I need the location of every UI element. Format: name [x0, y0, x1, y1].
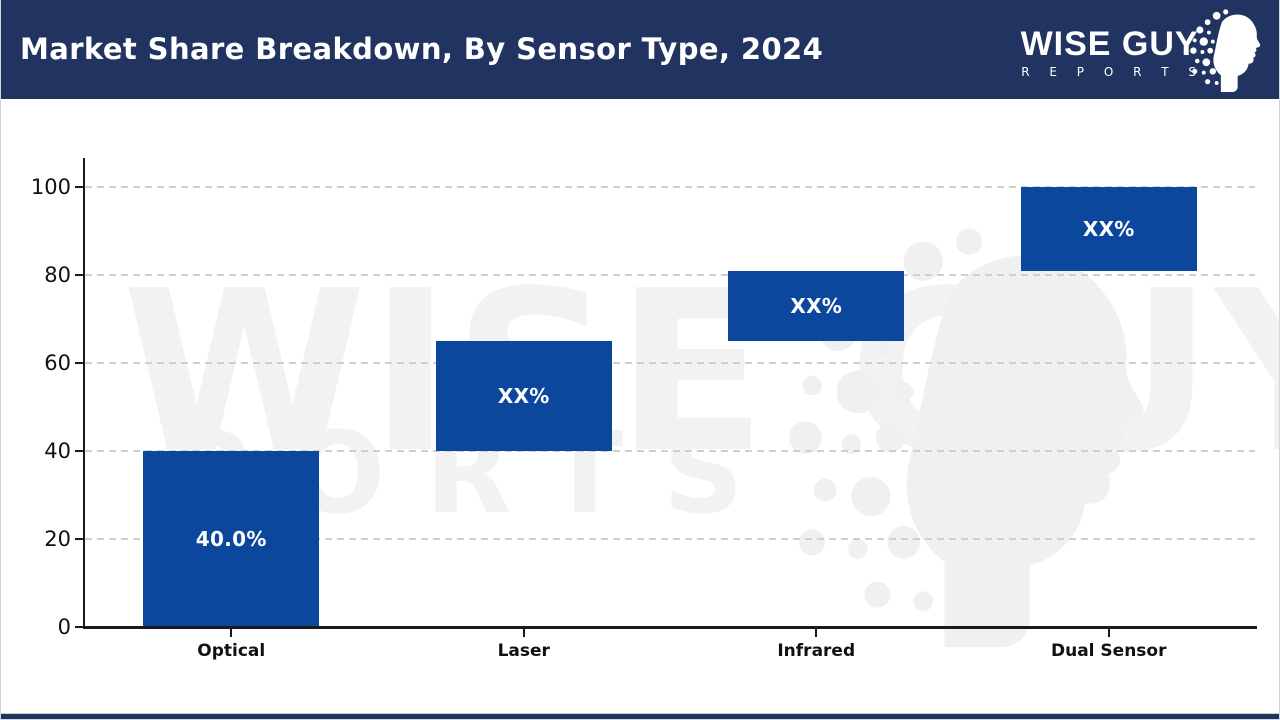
x-axis-tick [1107, 629, 1110, 637]
x-axis-spine [83, 626, 1257, 629]
bar-value-label: XX% [1082, 216, 1135, 241]
page-title: Market Share Breakdown, By Sensor Type, … [20, 32, 824, 66]
y-axis-tick-label: 100 [30, 175, 71, 199]
y-axis-tick [75, 186, 84, 188]
bar-segment-optical: 40.0% [143, 451, 320, 627]
y-axis-tick [75, 538, 84, 540]
bar-value-label: XX% [497, 384, 550, 408]
logo-name-text: WISE GUY [1020, 25, 1199, 63]
bar-segment-infrared: XX% [728, 270, 905, 341]
footer-accent-bar [0, 713, 1280, 720]
x-axis-tick [815, 629, 818, 637]
gridline [85, 538, 1255, 540]
x-axis-category-label: Laser [497, 641, 550, 661]
gridline [85, 450, 1255, 452]
bar-value-label: XX% [790, 293, 843, 318]
x-axis-tick [230, 629, 233, 637]
bar-segment-dual-sensor: XX% [1020, 187, 1197, 271]
x-axis-category-label: Dual Sensor [1051, 641, 1167, 661]
logo-subtitle-text: R E P O R T S [1021, 65, 1204, 79]
x-axis-tick [522, 629, 525, 637]
dotted-head-logo-icon [1188, 8, 1266, 92]
bar-segment-laser: XX% [435, 341, 612, 451]
wise-guy-reports-logo: WISE GUY R E P O R T S [1015, 8, 1266, 92]
header-banner: Market Share Breakdown, By Sensor Type, … [0, 0, 1280, 99]
logo-text: WISE GUY R E P O R T S [1015, 25, 1204, 79]
y-axis-spine [83, 158, 85, 628]
y-axis-tick [75, 626, 84, 628]
bar-value-label: 40.0% [195, 527, 267, 551]
gridline [85, 274, 1255, 276]
y-axis-tick [75, 362, 84, 364]
x-axis-category-label: Optical [197, 641, 266, 661]
y-axis-tick-label: 60 [44, 351, 71, 375]
y-axis-tick [75, 450, 84, 452]
gridline [85, 362, 1255, 364]
x-axis-category-label: Infrared [777, 641, 856, 661]
y-axis-tick-label: 40 [44, 439, 71, 463]
y-axis-tick-label: 80 [44, 263, 71, 287]
y-axis-tick-label: 20 [44, 527, 71, 551]
y-axis-tick [75, 274, 84, 276]
y-axis-tick-label: 0 [57, 615, 71, 639]
gridline [85, 186, 1255, 188]
